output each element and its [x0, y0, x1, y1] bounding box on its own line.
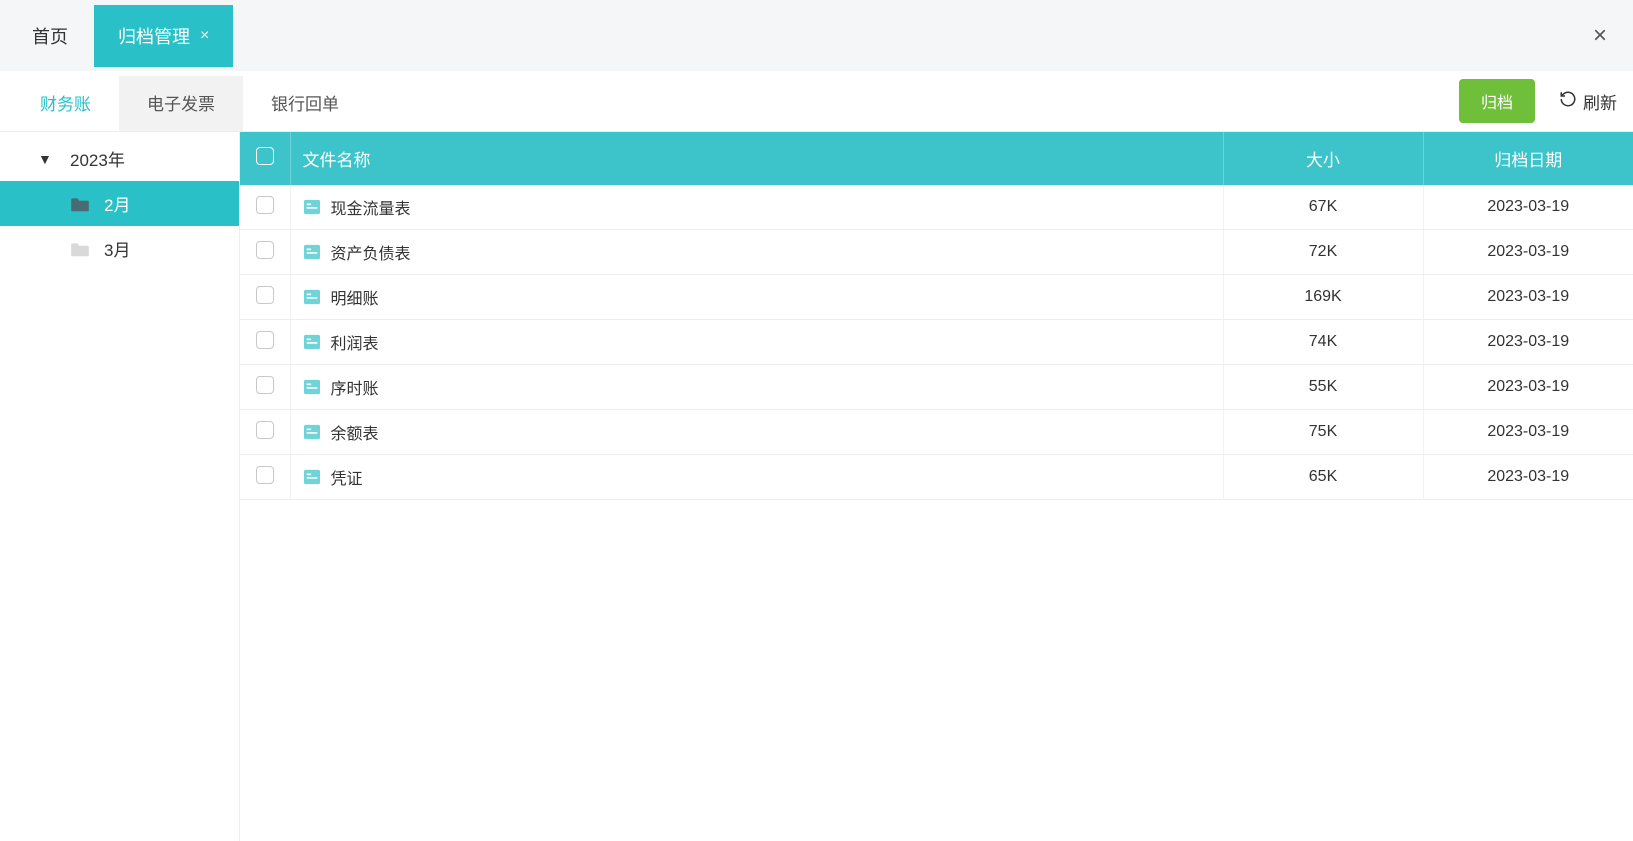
header-filename: 文件名称	[290, 132, 1223, 185]
tree-month-label: 2月	[104, 191, 130, 216]
row-filename-cell: 资产负债表	[290, 230, 1223, 275]
row-checkbox[interactable]	[256, 376, 274, 394]
row-checkbox-cell	[240, 410, 290, 455]
tree-year-node[interactable]: ▼ 2023年	[0, 136, 239, 181]
file-icon	[303, 334, 321, 350]
table-row[interactable]: 现金流量表 67K2023-03-19	[240, 185, 1633, 230]
content-area: ▼ 2023年 2月3月 文件名称 大小 归档日期 现金流量表67K20	[0, 132, 1633, 841]
sub-tab-bank-receipt[interactable]: 银行回单	[243, 76, 367, 131]
file-icon	[303, 469, 321, 485]
tree-month-label: 3月	[104, 236, 130, 261]
row-date: 2023-03-19	[1423, 185, 1633, 230]
tree-month-node[interactable]: 2月	[0, 181, 239, 226]
row-size: 169K	[1223, 275, 1423, 320]
row-checkbox-cell	[240, 230, 290, 275]
row-checkbox[interactable]	[256, 286, 274, 304]
tree-year-label: 2023年	[70, 146, 125, 171]
action-bar: 归档 刷新	[1459, 79, 1625, 131]
row-size: 67K	[1223, 185, 1423, 230]
main-panel: 财务账 电子发票 银行回单 归档 刷新	[0, 72, 1633, 841]
row-checkbox-cell	[240, 275, 290, 320]
refresh-icon	[1559, 90, 1577, 113]
table-row[interactable]: 凭证 65K2023-03-19	[240, 455, 1633, 500]
top-tab-archive-label: 归档管理	[118, 23, 190, 49]
top-tab-home[interactable]: 首页	[8, 5, 92, 67]
archive-button[interactable]: 归档	[1459, 79, 1535, 123]
row-filename: 资产负债表	[331, 240, 411, 264]
table-row[interactable]: 利润表 74K2023-03-19	[240, 320, 1633, 365]
row-date: 2023-03-19	[1423, 365, 1633, 410]
sub-tab-einvoice[interactable]: 电子发票	[119, 76, 243, 131]
row-checkbox[interactable]	[256, 196, 274, 214]
folder-icon	[70, 196, 90, 212]
row-filename: 余额表	[331, 420, 379, 444]
file-icon	[303, 424, 321, 440]
top-tab-home-label: 首页	[32, 23, 68, 49]
top-tab-bar: 首页 归档管理 × ×	[0, 0, 1633, 72]
file-icon	[303, 289, 321, 305]
row-filename: 利润表	[331, 330, 379, 354]
row-filename: 凭证	[331, 465, 363, 489]
row-filename: 序时账	[331, 375, 379, 399]
file-table: 文件名称 大小 归档日期 现金流量表67K2023-03-19资产负债表72K2…	[240, 132, 1633, 500]
row-size: 65K	[1223, 455, 1423, 500]
row-filename-cell: 凭证	[290, 455, 1223, 500]
row-size: 74K	[1223, 320, 1423, 365]
folder-tree: ▼ 2023年 2月 3月	[0, 132, 240, 841]
file-table-container: 文件名称 大小 归档日期 现金流量表67K2023-03-19资产负债表72K2…	[240, 132, 1633, 841]
row-checkbox-cell	[240, 320, 290, 365]
row-filename-cell: 现金流量表	[290, 185, 1223, 230]
refresh-button[interactable]: 刷新	[1559, 89, 1617, 114]
top-tab-archive[interactable]: 归档管理 ×	[94, 5, 233, 67]
close-tab-icon[interactable]: ×	[200, 27, 209, 45]
sub-tab-label: 银行回单	[271, 95, 339, 114]
header-size: 大小	[1223, 132, 1423, 185]
table-row[interactable]: 资产负债表 72K2023-03-19	[240, 230, 1633, 275]
close-all-tabs-icon[interactable]: ×	[1585, 18, 1615, 54]
row-checkbox-cell	[240, 455, 290, 500]
archive-button-label: 归档	[1481, 95, 1513, 112]
row-checkbox[interactable]	[256, 241, 274, 259]
row-checkbox[interactable]	[256, 466, 274, 484]
row-checkbox[interactable]	[256, 331, 274, 349]
sub-header: 财务账 电子发票 银行回单 归档 刷新	[0, 72, 1633, 132]
header-checkbox-cell	[240, 132, 290, 185]
row-checkbox-cell	[240, 185, 290, 230]
row-checkbox[interactable]	[256, 421, 274, 439]
row-date: 2023-03-19	[1423, 275, 1633, 320]
row-filename-cell: 明细账	[290, 275, 1223, 320]
row-date: 2023-03-19	[1423, 455, 1633, 500]
row-filename: 明细账	[331, 285, 379, 309]
row-filename-cell: 余额表	[290, 410, 1223, 455]
row-filename: 现金流量表	[331, 195, 411, 219]
caret-down-icon: ▼	[38, 151, 52, 167]
sub-tab-finance[interactable]: 财务账	[12, 76, 119, 131]
folder-icon	[70, 241, 90, 257]
sub-tab-label: 财务账	[40, 95, 91, 114]
row-filename-cell: 序时账	[290, 365, 1223, 410]
row-size: 75K	[1223, 410, 1423, 455]
table-row[interactable]: 序时账 55K2023-03-19	[240, 365, 1633, 410]
table-row[interactable]: 明细账 169K2023-03-19	[240, 275, 1633, 320]
row-filename-cell: 利润表	[290, 320, 1223, 365]
row-date: 2023-03-19	[1423, 320, 1633, 365]
row-date: 2023-03-19	[1423, 230, 1633, 275]
file-icon	[303, 199, 321, 215]
sub-tab-bar: 财务账 电子发票 银行回单	[12, 76, 367, 131]
header-date: 归档日期	[1423, 132, 1633, 185]
file-icon	[303, 379, 321, 395]
row-checkbox-cell	[240, 365, 290, 410]
sub-tab-label: 电子发票	[147, 95, 215, 114]
tree-month-node[interactable]: 3月	[0, 226, 239, 271]
table-row[interactable]: 余额表 75K2023-03-19	[240, 410, 1633, 455]
row-date: 2023-03-19	[1423, 410, 1633, 455]
refresh-button-label: 刷新	[1583, 89, 1617, 114]
file-icon	[303, 244, 321, 260]
row-size: 55K	[1223, 365, 1423, 410]
row-size: 72K	[1223, 230, 1423, 275]
select-all-checkbox[interactable]	[256, 147, 274, 165]
